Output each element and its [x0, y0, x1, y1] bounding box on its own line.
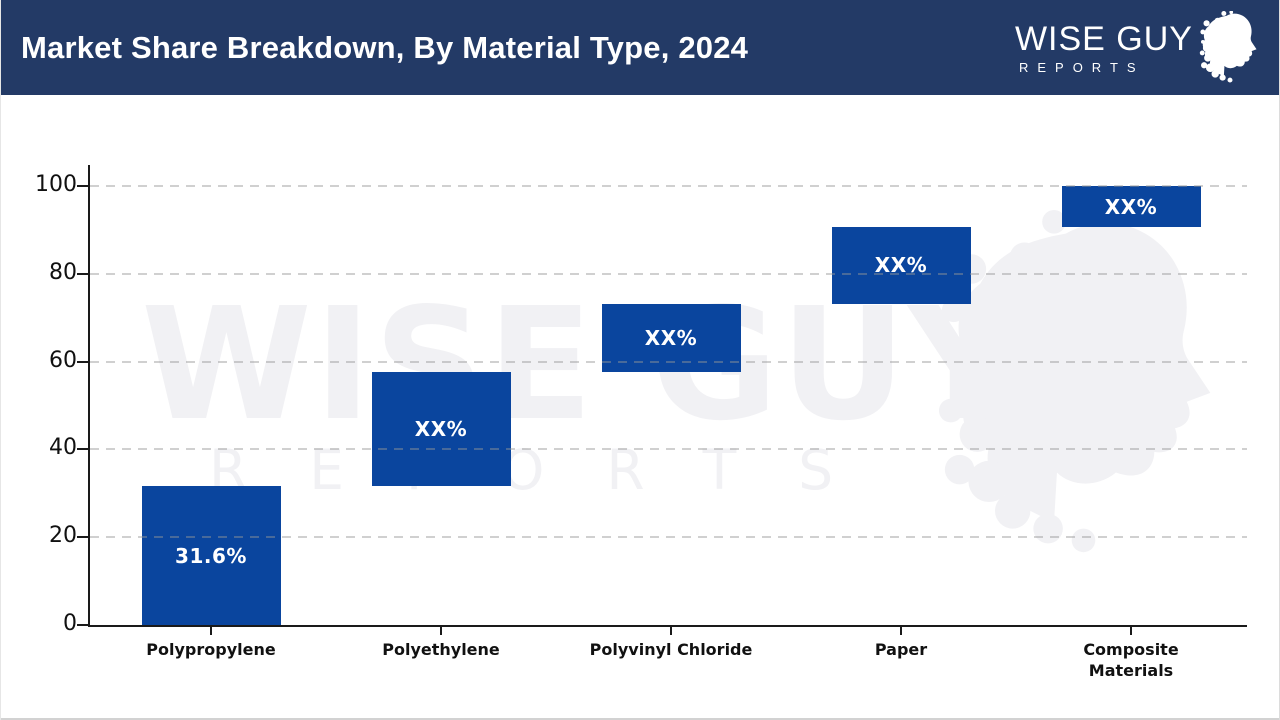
- gridline-100: [90, 185, 1247, 187]
- bar-polypropylene: 31.6%: [141, 486, 281, 625]
- x-axis-label-line: Polyethylene: [382, 640, 500, 659]
- y-tick-mark-100: [77, 185, 90, 187]
- bar-polyvinyl-chloride: XX%: [601, 303, 741, 373]
- bar-composite-materials: XX%: [1061, 186, 1201, 228]
- bar-value-label-composite-materials: XX%: [1104, 194, 1158, 219]
- bar-value-label-polypropylene: 31.6%: [175, 543, 247, 568]
- bar-polyethylene: XX%: [371, 372, 511, 487]
- header-bar: Market Share Breakdown, By Material Type…: [1, 0, 1279, 95]
- x-axis-label-composite-materials: Composite Materials: [1041, 639, 1221, 681]
- watermark-text-reports: REPORTS: [209, 438, 896, 502]
- bar-value-label-polyvinyl-chloride: XX%: [644, 325, 698, 350]
- x-tick-mark-paper: [900, 627, 902, 635]
- x-axis-label-polyvinyl-chloride: Polyvinyl Chloride: [581, 639, 761, 660]
- gridline-60: [90, 360, 1247, 363]
- logo-head-icon: [1199, 11, 1261, 85]
- wise-guy-reports-logo: WISE GUY REPORTS: [1015, 11, 1261, 85]
- y-tick-mark-40: [77, 448, 90, 451]
- y-tick-label-100: 100: [35, 172, 77, 197]
- bottom-border-line: [1, 718, 1279, 720]
- chart-title: Market Share Breakdown, By Material Type…: [21, 29, 749, 65]
- y-tick-label-80: 80: [49, 259, 77, 285]
- x-axis-label-line: Polypropylene: [146, 640, 276, 659]
- logo-subtitle: REPORTS: [1018, 59, 1145, 75]
- logo-name: WISE GUY: [1014, 19, 1193, 58]
- x-axis-label-polypropylene: Polypropylene: [121, 639, 301, 660]
- x-axis-label-line: Polyvinyl Chloride: [589, 640, 753, 659]
- y-tick-label-60: 60: [49, 347, 77, 373]
- y-axis-line: [88, 165, 90, 627]
- y-tick-mark-60: [77, 360, 90, 363]
- bar-paper: XX%: [831, 227, 971, 304]
- bar-value-label-polyethylene: XX%: [414, 417, 468, 442]
- logo-text: WISE GUY REPORTS: [1015, 21, 1193, 75]
- y-tick-mark-0: [77, 624, 90, 626]
- x-tick-mark-polyethylene: [440, 627, 442, 635]
- x-axis-label-line: Composite: [1083, 640, 1179, 659]
- y-tick-label-0: 0: [63, 611, 77, 636]
- x-tick-mark-polypropylene: [210, 627, 212, 635]
- gridline-80: [90, 272, 1247, 275]
- x-axis-label-polyethylene: Polyethylene: [351, 639, 531, 660]
- bar-value-label-paper: XX%: [874, 253, 928, 278]
- y-tick-mark-80: [77, 272, 90, 275]
- y-tick-label-40: 40: [49, 435, 77, 461]
- gridline-40: [90, 448, 1247, 451]
- y-tick-mark-20: [77, 536, 90, 539]
- x-axis-line: [88, 625, 1247, 627]
- x-axis-label-line: Materials: [1088, 661, 1174, 680]
- gridline-20: [90, 536, 1247, 539]
- watermark-text-wiseguy: WISE GUY: [141, 274, 1023, 455]
- x-axis-label-line: Paper: [874, 640, 928, 659]
- x-tick-mark-polyvinyl-chloride: [670, 627, 672, 635]
- y-tick-label-20: 20: [49, 523, 77, 549]
- x-tick-mark-composite-materials: [1130, 627, 1132, 635]
- x-axis-label-paper: Paper: [811, 639, 991, 660]
